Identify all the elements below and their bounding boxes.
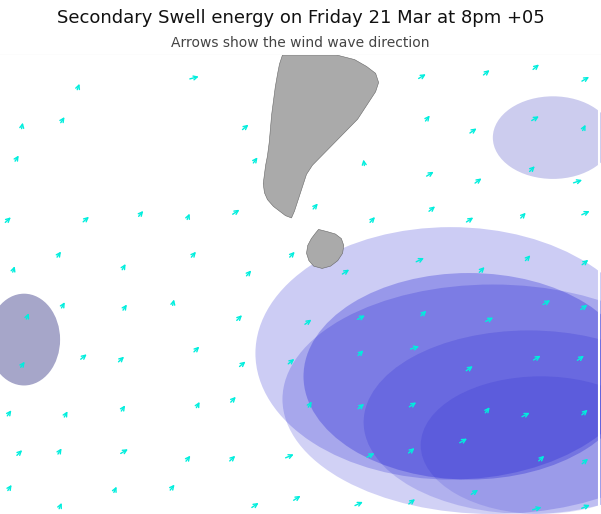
Polygon shape [263,55,379,218]
Ellipse shape [255,227,601,480]
Ellipse shape [304,273,601,480]
Text: Secondary Swell energy on Friday 21 Mar at 8pm +05: Secondary Swell energy on Friday 21 Mar … [56,9,545,27]
Ellipse shape [421,376,601,514]
Text: Arrows show the wind wave direction: Arrows show the wind wave direction [171,36,430,50]
Ellipse shape [282,285,601,514]
Ellipse shape [493,96,601,179]
Ellipse shape [364,331,601,514]
Ellipse shape [0,293,60,386]
Polygon shape [307,229,344,268]
